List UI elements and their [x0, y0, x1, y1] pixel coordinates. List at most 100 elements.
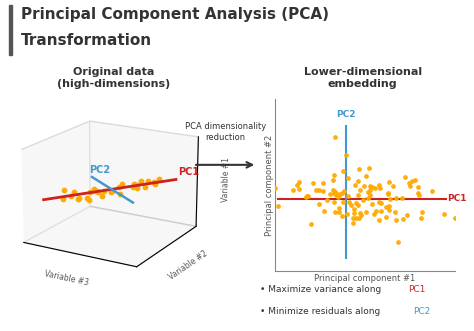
Text: Original data
(high-dimensions): Original data (high-dimensions): [57, 67, 170, 89]
Text: Lower-dimensional
embedding: Lower-dimensional embedding: [303, 67, 422, 89]
Point: [329, 188, 337, 193]
Point: [377, 208, 385, 213]
Point: [331, 135, 339, 140]
Text: PC2: PC2: [413, 307, 431, 316]
Point: [417, 215, 424, 220]
Point: [428, 188, 436, 194]
Point: [315, 201, 322, 206]
Point: [272, 185, 279, 191]
Point: [376, 186, 384, 191]
Point: [333, 192, 340, 198]
Point: [303, 193, 311, 198]
X-axis label: Variable #3: Variable #3: [44, 269, 90, 287]
Point: [375, 218, 383, 223]
Point: [385, 207, 392, 213]
Point: [385, 179, 392, 184]
Point: [356, 215, 363, 220]
Point: [440, 211, 448, 216]
Point: [346, 200, 353, 205]
Point: [319, 188, 327, 194]
Point: [312, 188, 319, 193]
Point: [407, 183, 414, 189]
Point: [354, 193, 362, 198]
Point: [293, 183, 301, 188]
Point: [352, 215, 360, 220]
Point: [336, 192, 344, 197]
Point: [362, 210, 370, 215]
Point: [370, 212, 378, 217]
Point: [405, 180, 412, 186]
Point: [378, 200, 385, 206]
Point: [363, 173, 370, 178]
Point: [330, 172, 337, 178]
Point: [451, 216, 459, 221]
Text: PCA dimensionality
reduction: PCA dimensionality reduction: [184, 122, 266, 142]
Point: [246, 191, 254, 197]
Point: [409, 179, 416, 184]
Point: [355, 178, 362, 183]
Point: [365, 166, 373, 171]
Point: [289, 187, 297, 192]
Point: [305, 194, 312, 199]
Point: [350, 207, 358, 212]
Point: [392, 217, 400, 222]
Point: [418, 210, 426, 215]
Point: [371, 186, 379, 191]
Point: [331, 209, 338, 214]
Point: [386, 197, 394, 202]
Point: [366, 192, 374, 197]
Point: [326, 191, 333, 197]
Point: [398, 195, 406, 200]
Point: [295, 186, 302, 191]
Point: [350, 210, 358, 215]
Point: [392, 196, 400, 201]
Point: [338, 191, 346, 196]
Point: [307, 221, 315, 227]
Point: [351, 182, 358, 188]
Point: [335, 205, 343, 211]
Point: [330, 191, 338, 196]
Point: [382, 214, 390, 219]
Point: [368, 185, 376, 190]
X-axis label: Principal component #1: Principal component #1: [314, 274, 416, 283]
Point: [356, 188, 364, 193]
Point: [339, 200, 346, 205]
Point: [274, 203, 282, 208]
Point: [385, 204, 392, 209]
Point: [376, 182, 383, 188]
Point: [366, 183, 374, 189]
Point: [349, 215, 356, 221]
Point: [401, 174, 409, 180]
Point: [368, 202, 375, 207]
Point: [356, 166, 363, 171]
Point: [395, 239, 402, 244]
Text: PC2: PC2: [337, 110, 356, 119]
Y-axis label: Principal component #2: Principal component #2: [264, 135, 273, 236]
Point: [315, 187, 323, 192]
Point: [347, 202, 355, 208]
Point: [399, 216, 406, 221]
Text: • Maximize variance along: • Maximize variance along: [260, 285, 384, 294]
Point: [382, 205, 390, 210]
Point: [366, 188, 374, 193]
Point: [404, 213, 411, 218]
Point: [359, 197, 366, 202]
Point: [364, 190, 372, 195]
Point: [352, 200, 360, 206]
Point: [414, 184, 422, 189]
Point: [343, 212, 351, 217]
Text: • Minimize residuals along: • Minimize residuals along: [260, 307, 383, 316]
Point: [373, 208, 380, 213]
Point: [389, 183, 396, 188]
Point: [349, 220, 356, 225]
Point: [385, 192, 392, 197]
Point: [302, 195, 310, 200]
Text: Principal Component Analysis (PCA): Principal Component Analysis (PCA): [21, 7, 329, 22]
Point: [375, 199, 383, 205]
Text: Transformation: Transformation: [21, 33, 153, 48]
Y-axis label: Variable #2: Variable #2: [167, 249, 209, 282]
Text: PC1: PC1: [408, 285, 425, 294]
Point: [344, 193, 352, 199]
Point: [332, 190, 339, 195]
Point: [295, 179, 303, 184]
